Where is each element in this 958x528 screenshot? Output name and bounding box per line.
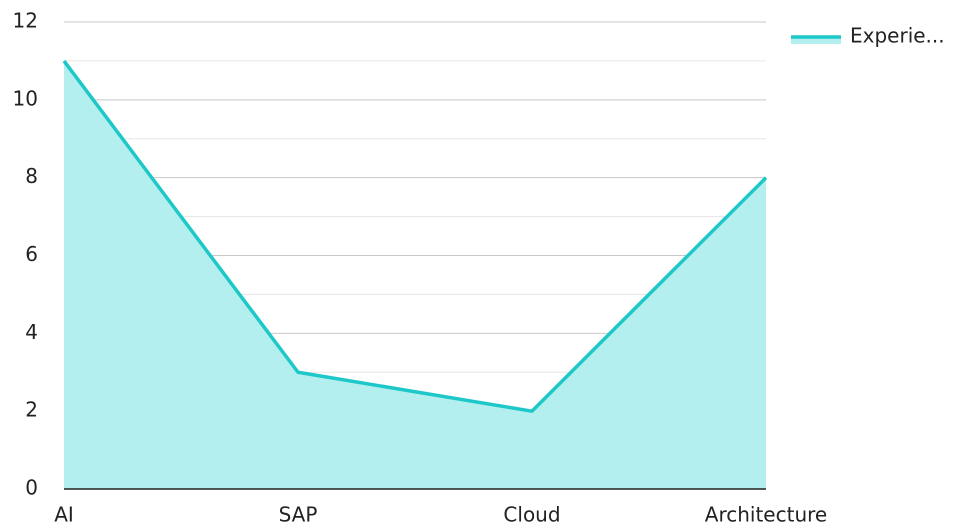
legend-swatch-fill bbox=[791, 37, 841, 44]
y-tick-label: 2 bbox=[25, 398, 38, 422]
x-tick-label: Cloud bbox=[503, 503, 560, 527]
y-tick-label: 8 bbox=[25, 164, 38, 188]
x-tick-label: Architecture bbox=[705, 503, 827, 527]
legend-label: Experie... bbox=[850, 24, 945, 48]
x-tick-label: SAP bbox=[279, 503, 318, 527]
line bbox=[62, 59, 768, 413]
y-tick-label: 0 bbox=[25, 476, 38, 500]
x-tick-label: AI bbox=[54, 503, 74, 527]
y-tick-label: 10 bbox=[13, 86, 38, 110]
y-tick-label: 12 bbox=[13, 9, 38, 33]
y-tick-label: 6 bbox=[25, 242, 38, 266]
area bbox=[64, 60, 766, 490]
y-tick-label: 4 bbox=[25, 320, 38, 344]
